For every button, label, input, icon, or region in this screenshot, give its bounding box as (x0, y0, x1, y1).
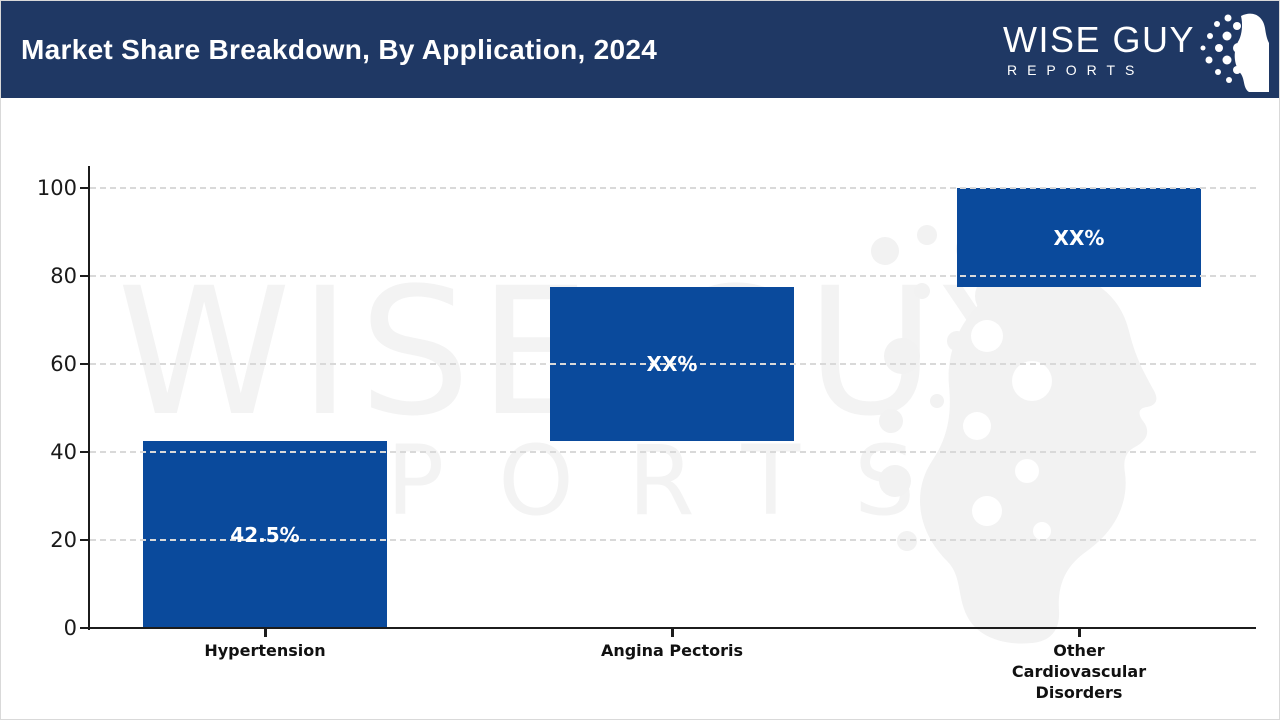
y-tick-label-80: 80 (50, 264, 77, 288)
logo-text: WISE GUY REPORTS (1002, 19, 1195, 78)
gridline-20 (90, 539, 1256, 541)
bar-value-label-other-cardiovascular-disorders: XX% (1053, 225, 1105, 250)
x-tick-1 (671, 629, 674, 637)
y-tick-60 (80, 363, 88, 365)
gridline-60 (90, 363, 1256, 365)
x-category-label-2: Other Cardiovascular Disorders (919, 640, 1239, 703)
y-tick-label-20: 20 (50, 528, 77, 552)
y-tick-100 (80, 187, 88, 189)
gridline-100 (90, 187, 1256, 189)
bar-other-cardiovascular-disorders (957, 188, 1201, 287)
logo-subtitle: REPORTS (1006, 62, 1145, 78)
y-tick-label-40: 40 (50, 440, 77, 464)
y-tick-label-0: 0 (63, 616, 77, 640)
x-tick-2 (1078, 629, 1081, 637)
x-category-label-1: Angina Pectoris (512, 640, 832, 661)
page-title: Market Share Breakdown, By Application, … (21, 33, 658, 65)
bar-value-label-angina-pectoris: XX% (646, 352, 698, 376)
x-category-label-line: Angina Pectoris (600, 641, 744, 660)
x-category-label-0: Hypertension (105, 640, 425, 661)
y-tick-80 (80, 275, 88, 277)
y-tick-0 (80, 627, 88, 629)
bar-value-label-hypertension: 42.5% (230, 522, 300, 547)
y-tick-label-60: 60 (50, 352, 77, 376)
bar-hypertension (143, 441, 387, 628)
gridline-80 (90, 275, 1256, 277)
x-category-label-line: Other (1053, 641, 1105, 660)
x-category-label-line: Disorders (1035, 683, 1123, 702)
wiseguy-logo: WISE GUY REPORTS (1003, 8, 1269, 92)
logo-wordmark: WISE GUY (1002, 19, 1195, 60)
x-tick-0 (264, 629, 267, 637)
x-category-label-line: Cardiovascular (1011, 662, 1147, 681)
y-tick-label-100: 100 (36, 176, 77, 200)
y-tick-40 (80, 451, 88, 453)
header-band: Market Share Breakdown, By Application, … (1, 1, 1279, 98)
gridline-40 (90, 451, 1256, 453)
x-category-label-line: Hypertension (204, 641, 326, 660)
x-axis-spine (88, 627, 1256, 629)
y-tick-20 (80, 539, 88, 541)
y-axis-spine (88, 166, 90, 630)
logo-head-icon (1200, 13, 1269, 92)
